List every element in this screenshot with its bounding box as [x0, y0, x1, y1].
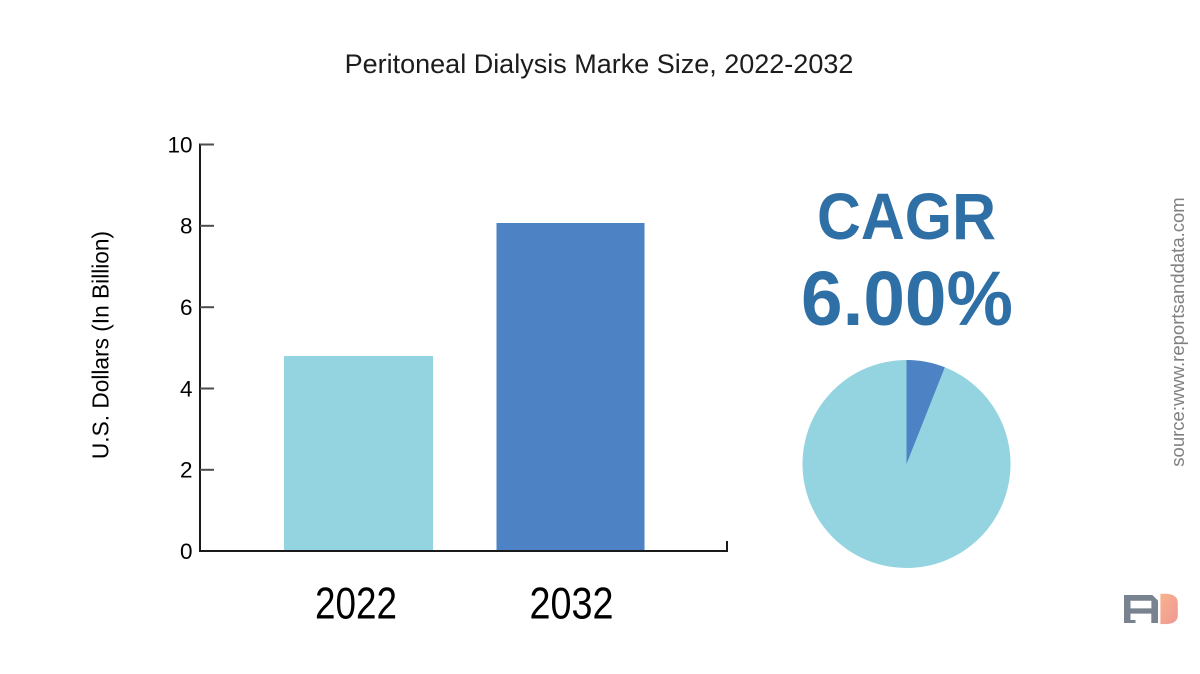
- svg-text:source:www.reportsanddata.com: source:www.reportsanddata.com: [1167, 197, 1188, 466]
- svg-text:6: 6: [180, 295, 193, 320]
- svg-text:6.00%: 6.00%: [801, 256, 1013, 342]
- svg-text:CAGR: CAGR: [817, 179, 996, 253]
- svg-text:Peritoneal Dialysis Marke Size: Peritoneal Dialysis Marke Size, 2022-203…: [345, 49, 854, 79]
- svg-text:0: 0: [180, 539, 193, 564]
- svg-text:2032: 2032: [530, 580, 614, 629]
- svg-text:U.S. Dollars (In Billion): U.S. Dollars (In Billion): [88, 231, 114, 459]
- svg-text:4: 4: [180, 376, 193, 401]
- svg-text:2: 2: [180, 458, 193, 483]
- svg-text:10: 10: [167, 132, 192, 157]
- svg-text:8: 8: [180, 214, 193, 239]
- svg-text:2022: 2022: [315, 580, 397, 629]
